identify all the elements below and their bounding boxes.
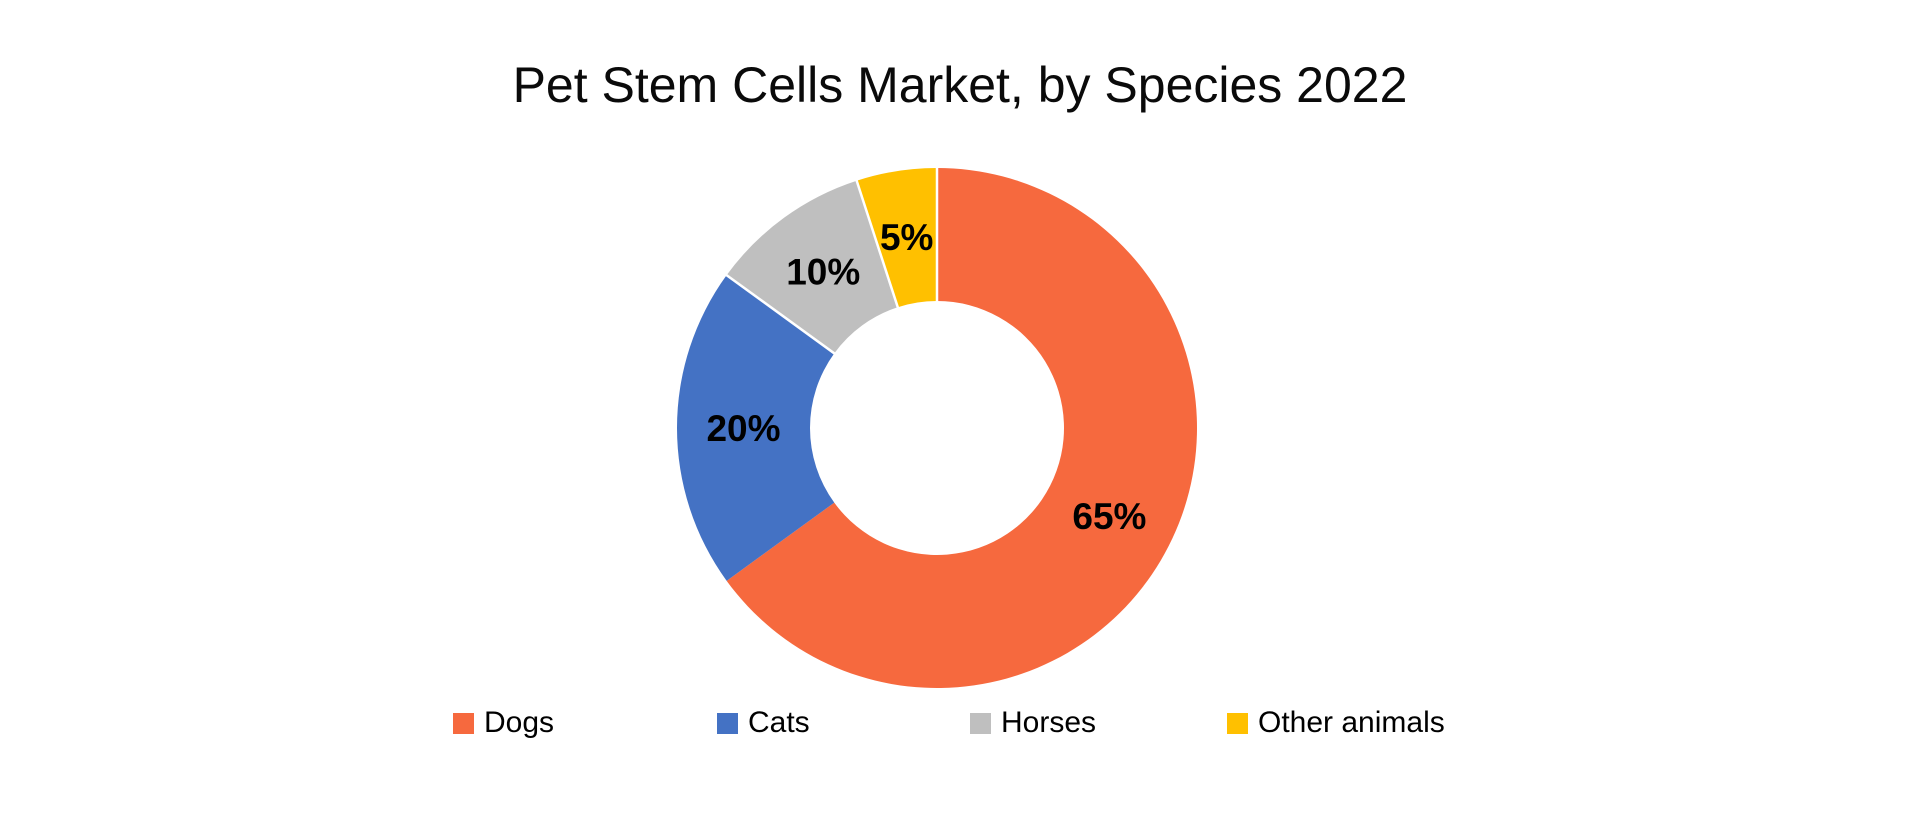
legend-item-dogs: Dogs — [453, 704, 554, 742]
legend-swatch-horses — [970, 712, 991, 734]
data-label-horses: 10% — [786, 251, 860, 292]
chart-title: Pet Stem Cells Market, by Species 2022 — [512, 57, 1408, 113]
legend-item-cats: Cats — [717, 704, 810, 742]
legend-swatch-dogs — [453, 712, 474, 734]
legend-item-horses: Horses — [970, 704, 1096, 742]
slice-other-animals — [856, 168, 937, 308]
data-label-cats: 20% — [706, 408, 780, 449]
legend-swatch-other-animals — [1227, 712, 1248, 734]
chart-legend: Dogs Cats Horses Other animals — [0, 704, 1920, 744]
slice-horses — [726, 180, 898, 354]
data-label-other-animals: 5% — [880, 217, 933, 258]
legend-label-dogs: Dogs — [484, 706, 555, 739]
donut-svg: 65% 20% 10% 5% — [677, 167, 1197, 689]
slice-cats — [677, 275, 835, 581]
slice-separator — [855, 179, 900, 309]
donut-chart: 65% 20% 10% 5% — [657, 148, 1217, 708]
legend-label-horses: Horses — [1001, 706, 1097, 739]
slice-dogs — [726, 168, 1197, 689]
slice-separator — [725, 273, 836, 355]
legend-item-other-animals: Other animals — [1227, 704, 1445, 742]
legend-label-cats: Cats — [748, 706, 810, 739]
legend-label-other-animals: Other animals — [1258, 706, 1445, 739]
data-label-dogs: 65% — [1072, 496, 1146, 537]
legend-swatch-cats — [717, 712, 738, 734]
